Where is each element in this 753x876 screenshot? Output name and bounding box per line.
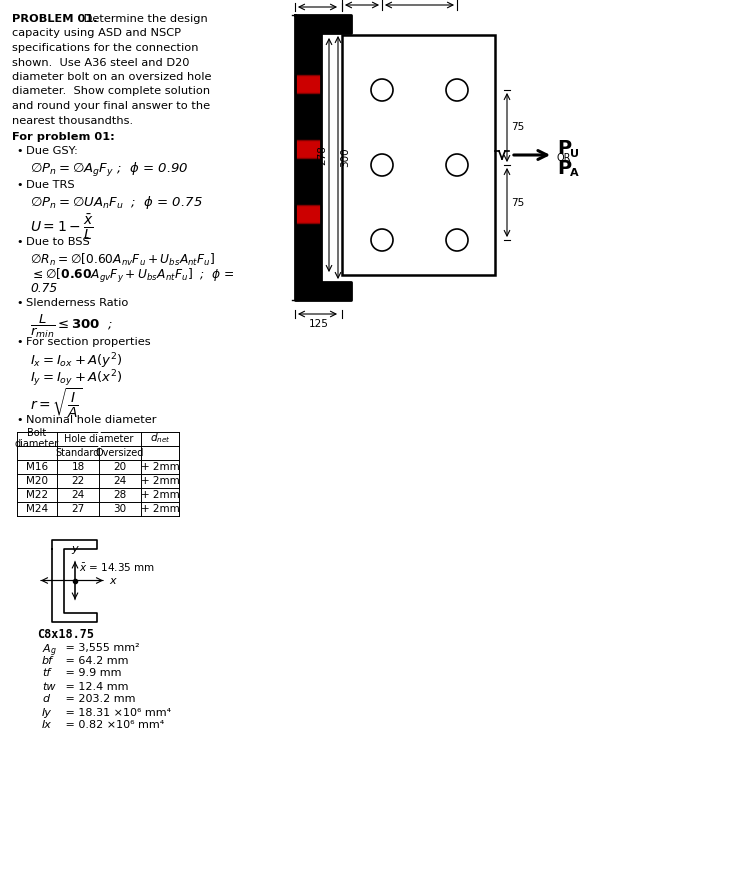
Text: •: • xyxy=(16,298,23,308)
Text: + 2mm: + 2mm xyxy=(141,462,179,471)
Text: 30: 30 xyxy=(114,504,127,513)
Text: Due TRS: Due TRS xyxy=(26,180,75,189)
Text: = 9.9 mm: = 9.9 mm xyxy=(62,668,121,679)
Text: x: x xyxy=(109,576,116,585)
Text: M22: M22 xyxy=(26,490,48,499)
Text: = 3,555 mm²: = 3,555 mm² xyxy=(62,642,139,653)
Text: Bolt
diameter: Bolt diameter xyxy=(15,427,59,449)
Text: U: U xyxy=(570,149,579,159)
Text: $\dfrac{L}{r_{min}} \leq \mathbf{300}$  ;: $\dfrac{L}{r_{min}} \leq \mathbf{300}$ ; xyxy=(30,313,113,340)
Text: and round your final answer to the: and round your final answer to the xyxy=(12,101,210,111)
Text: $I_y = I_{oy} + A(x^2)$: $I_y = I_{oy} + A(x^2)$ xyxy=(30,368,123,389)
Text: 22: 22 xyxy=(72,476,84,485)
Text: Slenderness Ratio: Slenderness Ratio xyxy=(26,298,128,308)
Text: = 12.4 mm: = 12.4 mm xyxy=(62,682,129,691)
Text: C8x18.75: C8x18.75 xyxy=(37,628,94,641)
Text: y: y xyxy=(72,543,78,554)
Text: $\bar{x}$ = 14.35 mm: $\bar{x}$ = 14.35 mm xyxy=(79,562,155,574)
Text: diameter bolt on an oversized hole: diameter bolt on an oversized hole xyxy=(12,72,212,82)
Bar xyxy=(295,15,351,300)
Circle shape xyxy=(371,154,393,176)
Text: •: • xyxy=(16,415,23,425)
Text: 125: 125 xyxy=(309,319,328,329)
Bar xyxy=(295,205,321,223)
Text: 278: 278 xyxy=(317,145,327,165)
Text: $\varnothing P_n = \varnothing U A_n F_u$  ;  $\phi$ = 0.75: $\varnothing P_n = \varnothing U A_n F_u… xyxy=(30,194,203,211)
Text: M24: M24 xyxy=(26,504,48,513)
Text: •: • xyxy=(16,146,23,157)
Text: For problem 01:: For problem 01: xyxy=(12,132,114,142)
Text: 28: 28 xyxy=(114,490,127,499)
Circle shape xyxy=(371,229,393,251)
Text: specifications for the connection: specifications for the connection xyxy=(12,43,199,53)
Text: = 64.2 mm: = 64.2 mm xyxy=(62,655,129,666)
Text: Hole diameter: Hole diameter xyxy=(64,434,134,443)
Bar xyxy=(295,140,321,158)
Text: •: • xyxy=(16,237,23,247)
Text: 300: 300 xyxy=(340,148,350,167)
Text: tf: tf xyxy=(42,668,50,679)
Text: $\varnothing P_n = \varnothing A_g F_y$ ;  $\phi$ = 0.90: $\varnothing P_n = \varnothing A_g F_y$ … xyxy=(30,161,188,179)
Text: For section properties: For section properties xyxy=(26,337,151,347)
Text: shown.  Use A36 steel and D20: shown. Use A36 steel and D20 xyxy=(12,58,190,67)
Text: = 18.31 ×10⁶ mm⁴: = 18.31 ×10⁶ mm⁴ xyxy=(62,708,171,717)
Text: $r = \sqrt{\dfrac{I}{A}}$: $r = \sqrt{\dfrac{I}{A}}$ xyxy=(30,386,82,420)
Text: + 2mm: + 2mm xyxy=(141,490,179,499)
Text: 27: 27 xyxy=(72,504,84,513)
Text: $I_x = I_{ox} + A(y^2)$: $I_x = I_{ox} + A(y^2)$ xyxy=(30,351,123,371)
Bar xyxy=(342,35,495,275)
Text: A: A xyxy=(570,168,578,178)
Circle shape xyxy=(371,79,393,101)
Text: $U = 1 - \dfrac{\bar{x}}{L}$: $U = 1 - \dfrac{\bar{x}}{L}$ xyxy=(30,213,93,242)
Text: capacity using ASD and NSCP: capacity using ASD and NSCP xyxy=(12,29,181,39)
Text: Standard: Standard xyxy=(56,448,100,457)
Text: + 2mm: + 2mm xyxy=(141,504,179,513)
Text: M20: M20 xyxy=(26,476,48,485)
Text: 0.75: 0.75 xyxy=(30,281,57,294)
Text: $\mathbf{P}$: $\mathbf{P}$ xyxy=(557,139,572,159)
Text: Nominal hole diameter: Nominal hole diameter xyxy=(26,415,157,425)
Text: OR: OR xyxy=(557,153,572,163)
Text: 117: 117 xyxy=(309,0,328,2)
Text: d: d xyxy=(42,695,49,704)
Text: $A_g$: $A_g$ xyxy=(42,642,56,659)
Text: bf: bf xyxy=(42,655,53,666)
Text: Iy: Iy xyxy=(42,708,52,717)
Text: Due GSY:: Due GSY: xyxy=(26,146,78,157)
Text: $\leq \varnothing [\mathbf{0.60} A_{gv} F_y + U_{bs} A_{nt} F_u]$  ;  $\phi$ =: $\leq \varnothing [\mathbf{0.60} A_{gv} … xyxy=(30,267,234,285)
Text: = 0.82 ×10⁶ mm⁴: = 0.82 ×10⁶ mm⁴ xyxy=(62,720,164,731)
Text: Determine the design: Determine the design xyxy=(80,14,208,24)
Text: Due to BSS: Due to BSS xyxy=(26,237,90,247)
Text: M16: M16 xyxy=(26,462,48,471)
Text: = 203.2 mm: = 203.2 mm xyxy=(62,695,136,704)
Text: + 2mm: + 2mm xyxy=(141,476,179,485)
Text: 20: 20 xyxy=(114,462,127,471)
Text: Oversized: Oversized xyxy=(96,448,144,457)
Text: diameter.  Show complete solution: diameter. Show complete solution xyxy=(12,87,210,96)
Text: tw: tw xyxy=(42,682,56,691)
Text: $d_{net}$: $d_{net}$ xyxy=(150,432,170,445)
Text: 75: 75 xyxy=(511,123,524,132)
Text: 24: 24 xyxy=(114,476,127,485)
Text: •: • xyxy=(16,180,23,189)
Text: Ix: Ix xyxy=(42,720,52,731)
Text: 24: 24 xyxy=(72,490,84,499)
Text: 18: 18 xyxy=(72,462,84,471)
Text: •: • xyxy=(16,337,23,347)
Text: $\mathbf{P}$: $\mathbf{P}$ xyxy=(557,159,572,178)
Circle shape xyxy=(446,79,468,101)
Text: nearest thousandths.: nearest thousandths. xyxy=(12,116,133,125)
Bar xyxy=(295,75,321,93)
Text: 75: 75 xyxy=(511,197,524,208)
Circle shape xyxy=(446,229,468,251)
Circle shape xyxy=(446,154,468,176)
Bar xyxy=(321,33,351,282)
Text: $\varnothing R_n = \varnothing [0.60 A_{nv} F_u + U_{bs} A_{nt} F_u]$: $\varnothing R_n = \varnothing [0.60 A_{… xyxy=(30,251,215,267)
Text: PROBLEM 01.: PROBLEM 01. xyxy=(12,14,98,24)
